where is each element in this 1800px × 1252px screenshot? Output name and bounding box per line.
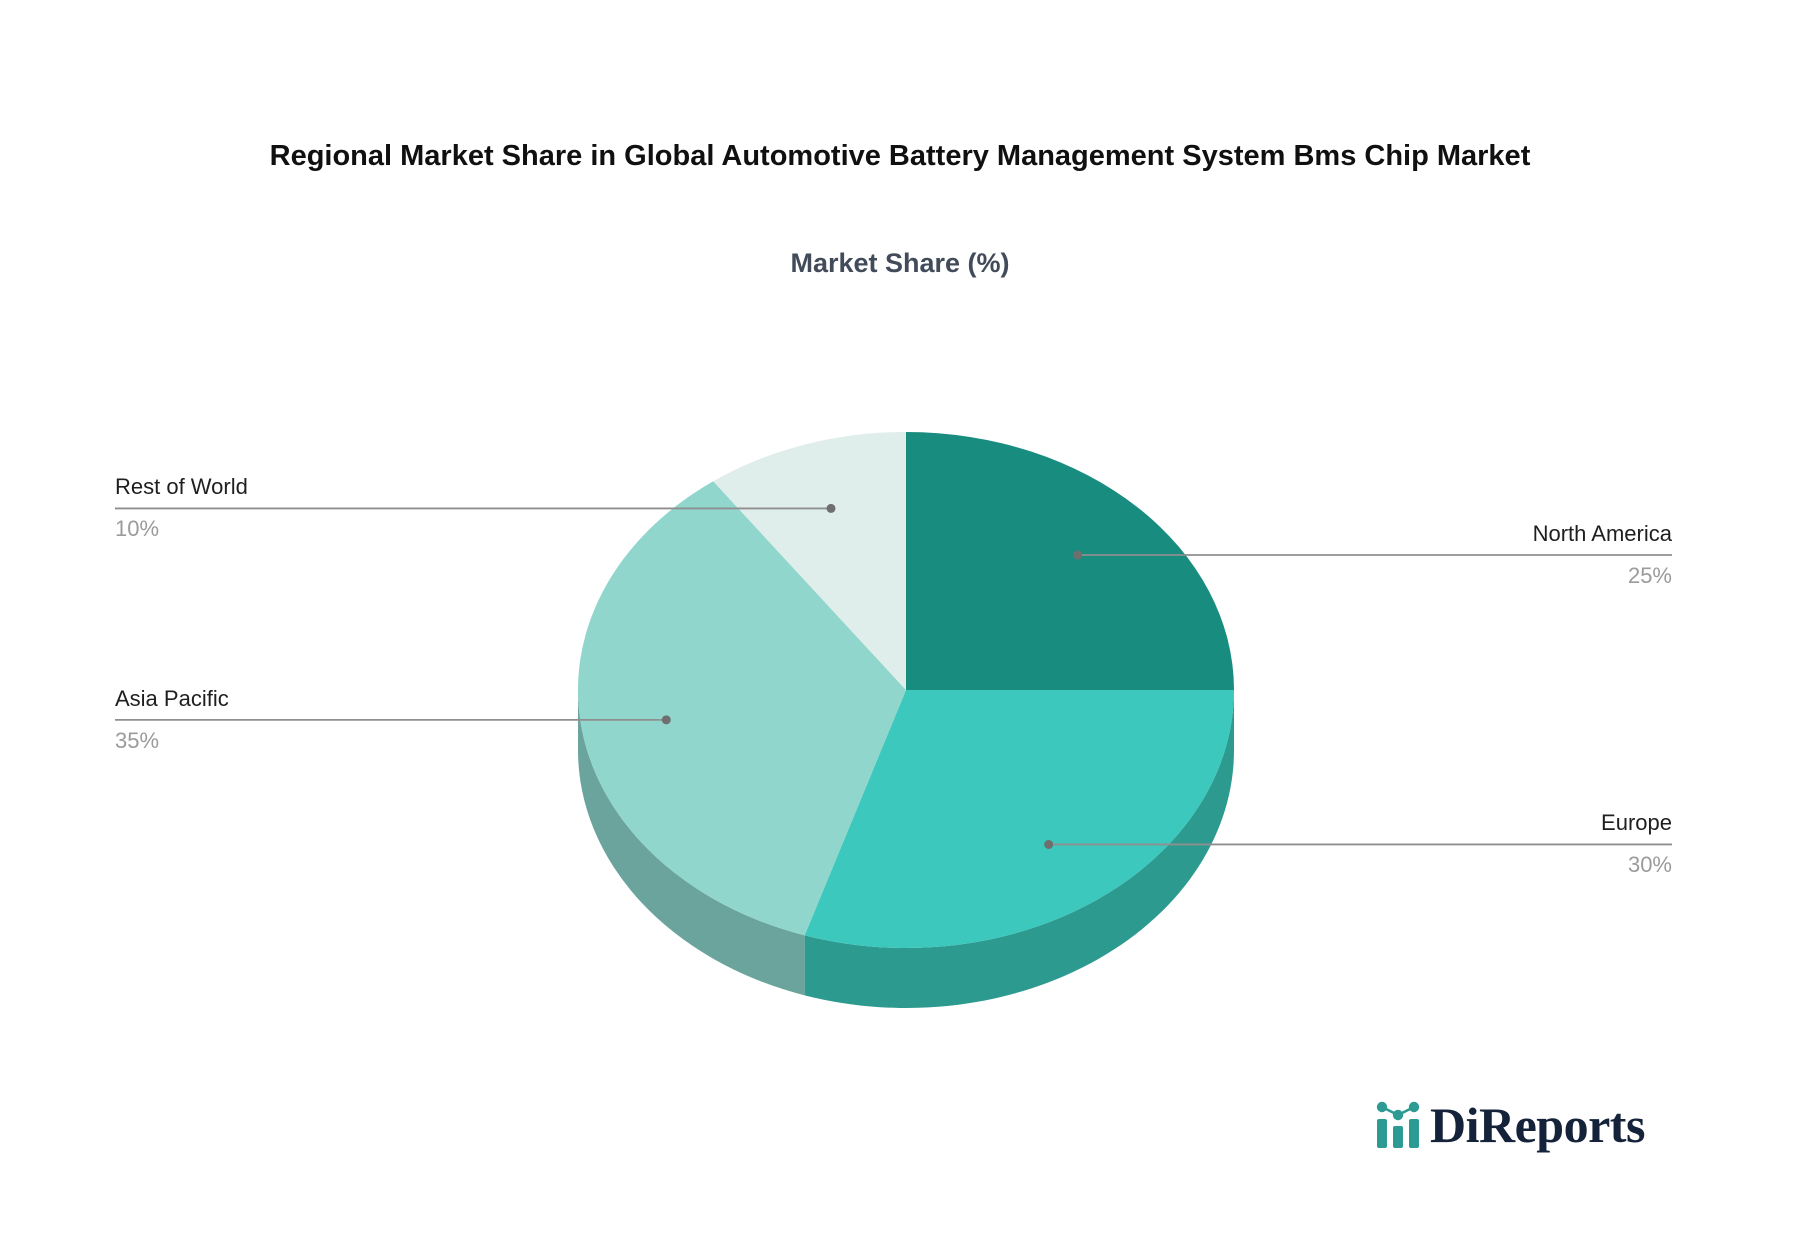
pie-label-name: Asia Pacific xyxy=(115,685,229,711)
pie-slice-rest-of-world xyxy=(713,432,906,690)
pie-slice-north-america xyxy=(906,432,1234,690)
leader-dot-europe xyxy=(1044,839,1054,849)
pie-slice-europe xyxy=(804,690,1234,948)
pie-slice-side-asia-pacific xyxy=(578,690,805,996)
chart-subtitle: Market Share (%) xyxy=(790,248,1010,278)
pie-label-percent: 35% xyxy=(115,727,160,753)
chart-title: Regional Market Share in Global Automoti… xyxy=(269,140,1531,172)
pie-label-percent: 25% xyxy=(1627,562,1672,588)
direports-logo: DiReports xyxy=(1374,1090,1694,1160)
pie-slice-side-europe xyxy=(804,690,1234,1008)
pie-label-asia-pacific: Asia Pacific 35% xyxy=(115,686,229,754)
pie-slice-asia-pacific xyxy=(578,481,906,936)
pie-label-europe: Europe 30% xyxy=(1601,810,1672,878)
pie-label-north-america: North America 25% xyxy=(1533,521,1672,589)
pie-label-name: Rest of World xyxy=(115,474,248,500)
pie-label-rest-of-world: Rest of World 10% xyxy=(115,474,248,542)
pie-label-percent: 30% xyxy=(1627,852,1672,878)
leader-dot-north-america xyxy=(1073,550,1083,560)
leader-dot-asia-pacific xyxy=(661,715,671,725)
pie-label-name: North America xyxy=(1532,520,1672,546)
leader-dot-rest-of-world xyxy=(826,503,836,513)
direports-logo-text: DiReports xyxy=(1430,1097,1645,1153)
pie-label-percent: 10% xyxy=(115,516,160,542)
pie-label-name: Europe xyxy=(1601,810,1672,836)
direports-logo-icon xyxy=(1376,1101,1420,1148)
